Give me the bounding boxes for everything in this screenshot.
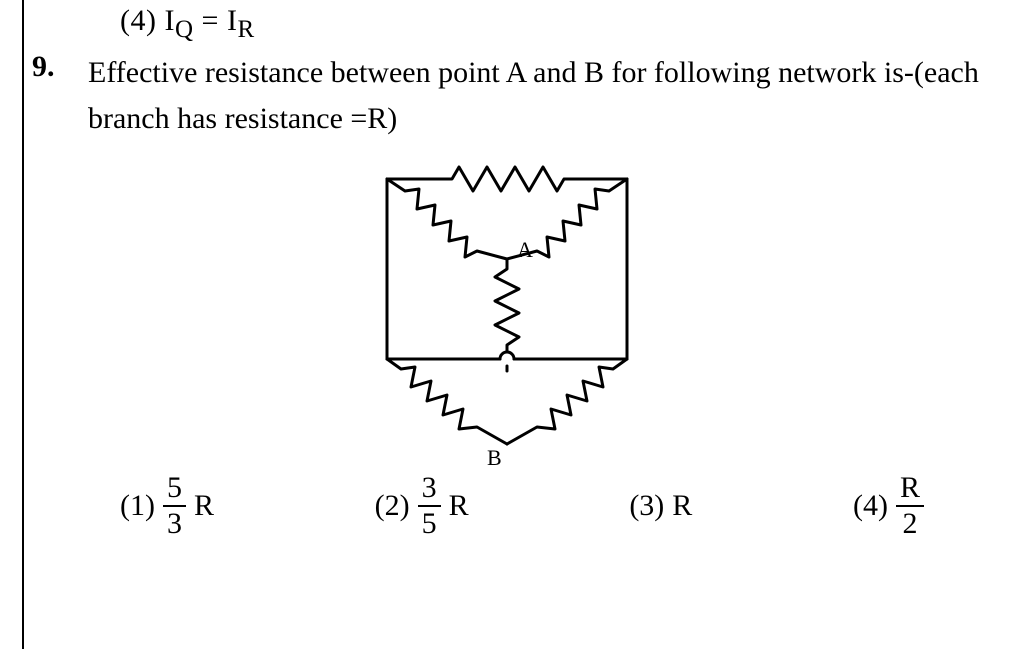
left-margin-rule [22,0,24,649]
prev-sub-r: R [237,16,254,43]
page: (4) IQ = IR 9. Effective resistance betw… [0,0,1024,649]
question-text: Effective resistance between point A and… [88,50,984,143]
circuit-figure: A B [30,149,984,469]
option-4-num: R [896,473,924,503]
option-4-label: (4) [853,489,888,523]
resistor-lower-right [507,359,627,444]
option-1-fraction: 5 3 [163,473,186,539]
prev-sub-q: Q [175,16,194,43]
option-1-suffix: R [194,489,214,523]
resistor-diag-left [387,179,507,259]
option-3-value: R [672,489,692,523]
option-2-suffix: R [449,489,469,523]
resistor-vertical-ab [495,259,519,352]
wire-hop [500,352,514,359]
node-label-b: B [487,445,502,469]
option-2-label: (2) [375,489,410,523]
resistor-lower-left [387,359,507,444]
option-1: (1) 5 3 R [120,473,214,539]
option-3-label: (3) [629,489,664,523]
option-4-den: 2 [898,509,921,539]
option-2-den: 5 [418,509,441,539]
option-3: (3) R [629,489,692,523]
node-label-a: A [517,237,533,262]
option-2: (2) 3 5 R [375,473,469,539]
prev-eq: = I [194,4,238,37]
option-1-den: 3 [163,509,186,539]
answer-options: (1) 5 3 R (2) 3 5 R (3) R (4) R [30,473,984,539]
option-2-num: 3 [418,473,441,503]
previous-question-fragment: (4) IQ = IR [30,4,984,44]
option-1-num: 5 [163,473,186,503]
option-4: (4) R 2 [853,473,924,539]
option-1-label: (1) [120,489,155,523]
question-block: 9. Effective resistance between point A … [30,50,984,143]
resistor-top [387,167,627,191]
circuit-svg: A B [357,149,657,469]
option-2-fraction: 3 5 [418,473,441,539]
option-4-fraction: R 2 [896,473,924,539]
question-number: 9. [30,50,88,84]
prev-text: (4) I [120,4,175,37]
